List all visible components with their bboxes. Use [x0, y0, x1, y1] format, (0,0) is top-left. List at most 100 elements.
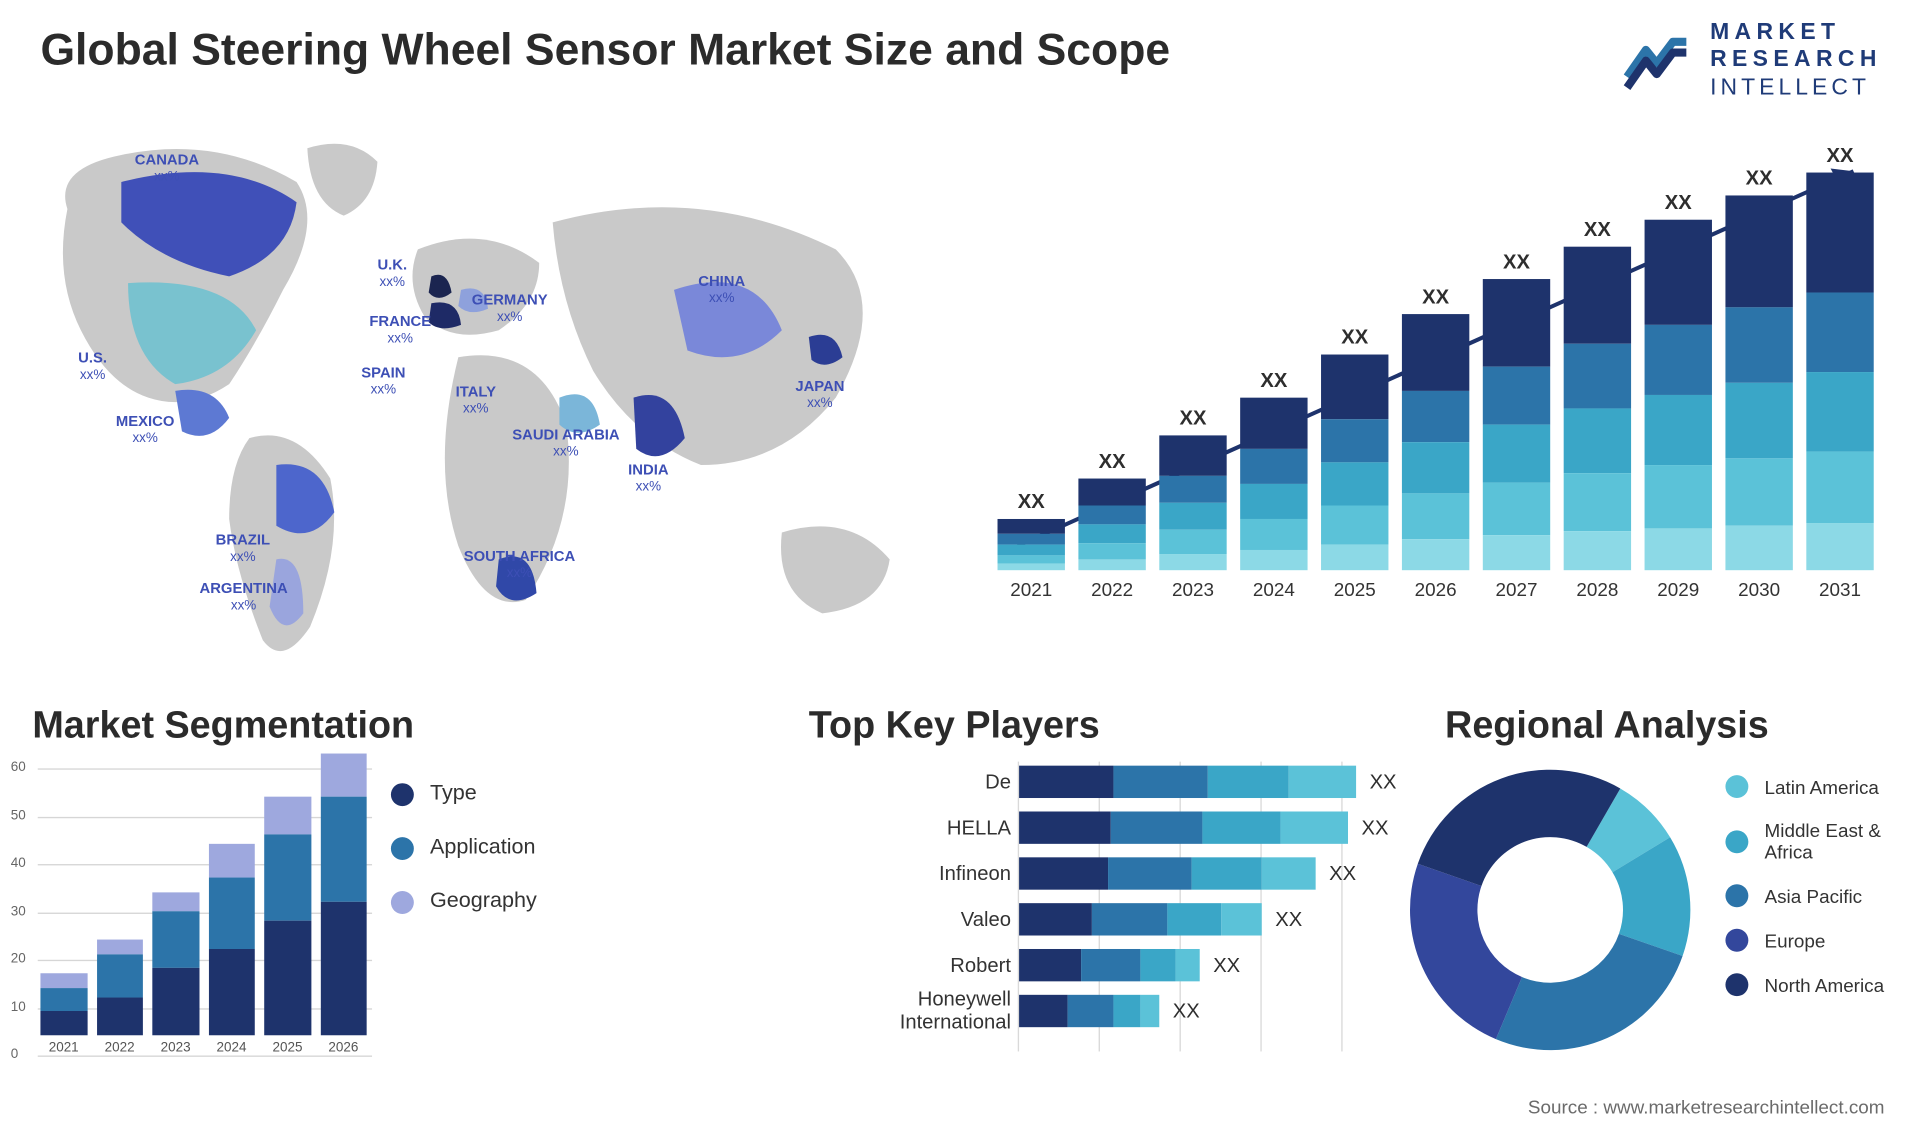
seg-bar-2022: 2022	[96, 940, 143, 1056]
growth-bar-label: XX	[1179, 407, 1206, 430]
seg-bar-2021: 2021	[40, 973, 87, 1055]
seg-y-tick: 30	[11, 904, 26, 919]
map-label-spain: SPAINxx%	[361, 365, 405, 398]
reg-legend-item: North America	[1725, 973, 1914, 996]
infographic-page: Global Steering Wheel Sensor Market Size…	[0, 0, 1920, 1126]
key-players-chart: DeXXHELLAXXInfineonXXValeoXXRobertXXHone…	[809, 762, 1389, 1079]
reg-legend-label: Europe	[1765, 929, 1826, 951]
growth-year-label: 2026	[1415, 578, 1457, 600]
map-label-china: CHINAxx%	[698, 274, 745, 307]
growth-year-label: 2031	[1819, 578, 1861, 600]
seg-y-tick: 50	[11, 808, 26, 823]
kp-label: Robert	[817, 954, 1019, 977]
seg-year-label: 2024	[217, 1041, 247, 1056]
seg-bar-2023: 2023	[152, 892, 199, 1056]
seg-y-tick: 20	[11, 952, 26, 967]
map-label-germany: GERMANYxx%	[472, 293, 548, 326]
reg-legend-item: Middle East & Africa	[1725, 820, 1914, 863]
map-label-saudi-arabia: SAUDI ARABIAxx%	[512, 427, 619, 460]
growth-year-label: 2029	[1657, 578, 1699, 600]
donut-slice	[1496, 934, 1683, 1050]
growth-bar-label: XX	[1018, 491, 1045, 514]
growth-year-label: 2022	[1091, 578, 1133, 600]
seg-legend-label: Geography	[430, 890, 537, 914]
kp-row: Valeo XX	[817, 899, 1302, 939]
kp-row: De XX	[817, 762, 1397, 802]
donut-slice	[1410, 864, 1522, 1039]
kp-row: Honeywell InternationalXX	[817, 991, 1200, 1031]
growth-bar-2030: XX2030	[1725, 167, 1792, 600]
kp-label: Infineon	[817, 862, 1019, 885]
growth-bar-2024: XX2024	[1240, 369, 1307, 599]
growth-year-label: 2023	[1172, 578, 1214, 600]
growth-bar-label: XX	[1665, 191, 1692, 214]
kp-value-label: XX	[1329, 862, 1356, 885]
growth-bar-label: XX	[1746, 167, 1773, 190]
kp-value-label: XX	[1275, 908, 1302, 931]
segmentation-chart: 0102030405060 202120222023202420252026	[8, 755, 372, 1085]
kp-label: HELLA	[817, 816, 1019, 839]
map-label-south-africa: SOUTH AFRICAxx%	[464, 549, 575, 582]
seg-legend-label: Type	[430, 782, 477, 806]
regional-title: Regional Analysis	[1445, 704, 1769, 747]
seg-year-label: 2026	[328, 1041, 358, 1056]
growth-bar-label: XX	[1099, 450, 1126, 473]
seg-legend-item: Application	[391, 836, 537, 860]
map-label-france: FRANCExx%	[369, 314, 431, 347]
growth-year-label: 2024	[1253, 578, 1295, 600]
kp-label: De	[817, 770, 1019, 793]
reg-legend-label: Latin America	[1765, 776, 1879, 798]
logo-text: MARKET RESEARCH INTELLECT	[1710, 19, 1882, 101]
growth-bar-2031: XX2031	[1806, 144, 1873, 600]
map-label-u-s-: U.S.xx%	[78, 350, 107, 383]
growth-year-label: 2028	[1576, 578, 1618, 600]
growth-year-label: 2021	[1010, 578, 1052, 600]
reg-legend-item: Europe	[1725, 929, 1914, 952]
growth-bar-2021: XX 2021	[998, 491, 1065, 600]
growth-bar-label: XX	[1584, 218, 1611, 241]
logo-line-1: MARKET	[1710, 19, 1882, 46]
reg-legend-label: Middle East & Africa	[1765, 820, 1915, 863]
source-text: Source : www.marketresearchintellect.com	[1528, 1096, 1885, 1118]
map-label-japan: JAPANxx%	[795, 379, 844, 412]
growth-chart: XX2021XX2022XX2023XX2024XX2025XX2026XX20…	[998, 142, 1874, 634]
growth-bar-2023: XX 2023	[1159, 407, 1226, 600]
logo-icon	[1618, 22, 1693, 97]
kp-row: Robert XX	[817, 945, 1240, 985]
page-title: Global Steering Wheel Sensor Market Size…	[40, 24, 1170, 75]
reg-legend-item: Asia Pacific	[1725, 884, 1914, 907]
growth-bar-label: XX	[1503, 251, 1530, 274]
kp-value-label: XX	[1361, 816, 1388, 839]
segmentation-title: Market Segmentation	[32, 704, 414, 747]
reg-legend-label: Asia Pacific	[1765, 885, 1863, 907]
kp-value-label: XX	[1370, 770, 1397, 793]
seg-legend-label: Application	[430, 836, 536, 860]
growth-bar-2028: XX 2028	[1564, 218, 1631, 599]
kp-label: Valeo	[817, 908, 1019, 931]
growth-year-label: 2025	[1334, 578, 1376, 600]
seg-bar-2024: 2024	[208, 844, 255, 1056]
seg-year-label: 2023	[161, 1041, 191, 1056]
growth-bar-2026: XX2026	[1402, 286, 1469, 600]
reg-legend-item: Latin America	[1725, 775, 1914, 798]
seg-legend-item: Geography	[391, 890, 537, 914]
brand-logo: MARKET RESEARCH INTELLECT	[1618, 19, 1881, 101]
key-players-title: Top Key Players	[809, 704, 1100, 747]
logo-line-3: INTELLECT	[1710, 74, 1882, 101]
map-label-italy: ITALYxx%	[456, 384, 496, 417]
logo-line-2: RESEARCH	[1710, 46, 1882, 73]
growth-bar-2027: XX 2027	[1483, 251, 1550, 600]
seg-year-label: 2025	[272, 1041, 302, 1056]
seg-year-label: 2021	[49, 1041, 79, 1056]
seg-y-tick: 40	[11, 856, 26, 871]
kp-value-label: XX	[1213, 954, 1240, 977]
reg-legend-label: North America	[1765, 974, 1885, 996]
donut-slice	[1418, 770, 1620, 886]
kp-row: HELLA XX	[817, 807, 1389, 847]
seg-year-label: 2022	[105, 1041, 135, 1056]
growth-bar-label: XX	[1341, 326, 1368, 349]
map-label-canada: CANADAxx%	[135, 152, 199, 185]
growth-year-label: 2027	[1496, 578, 1538, 600]
seg-bar-2025: 2025	[264, 796, 311, 1055]
kp-row: Infineon XX	[817, 853, 1356, 893]
